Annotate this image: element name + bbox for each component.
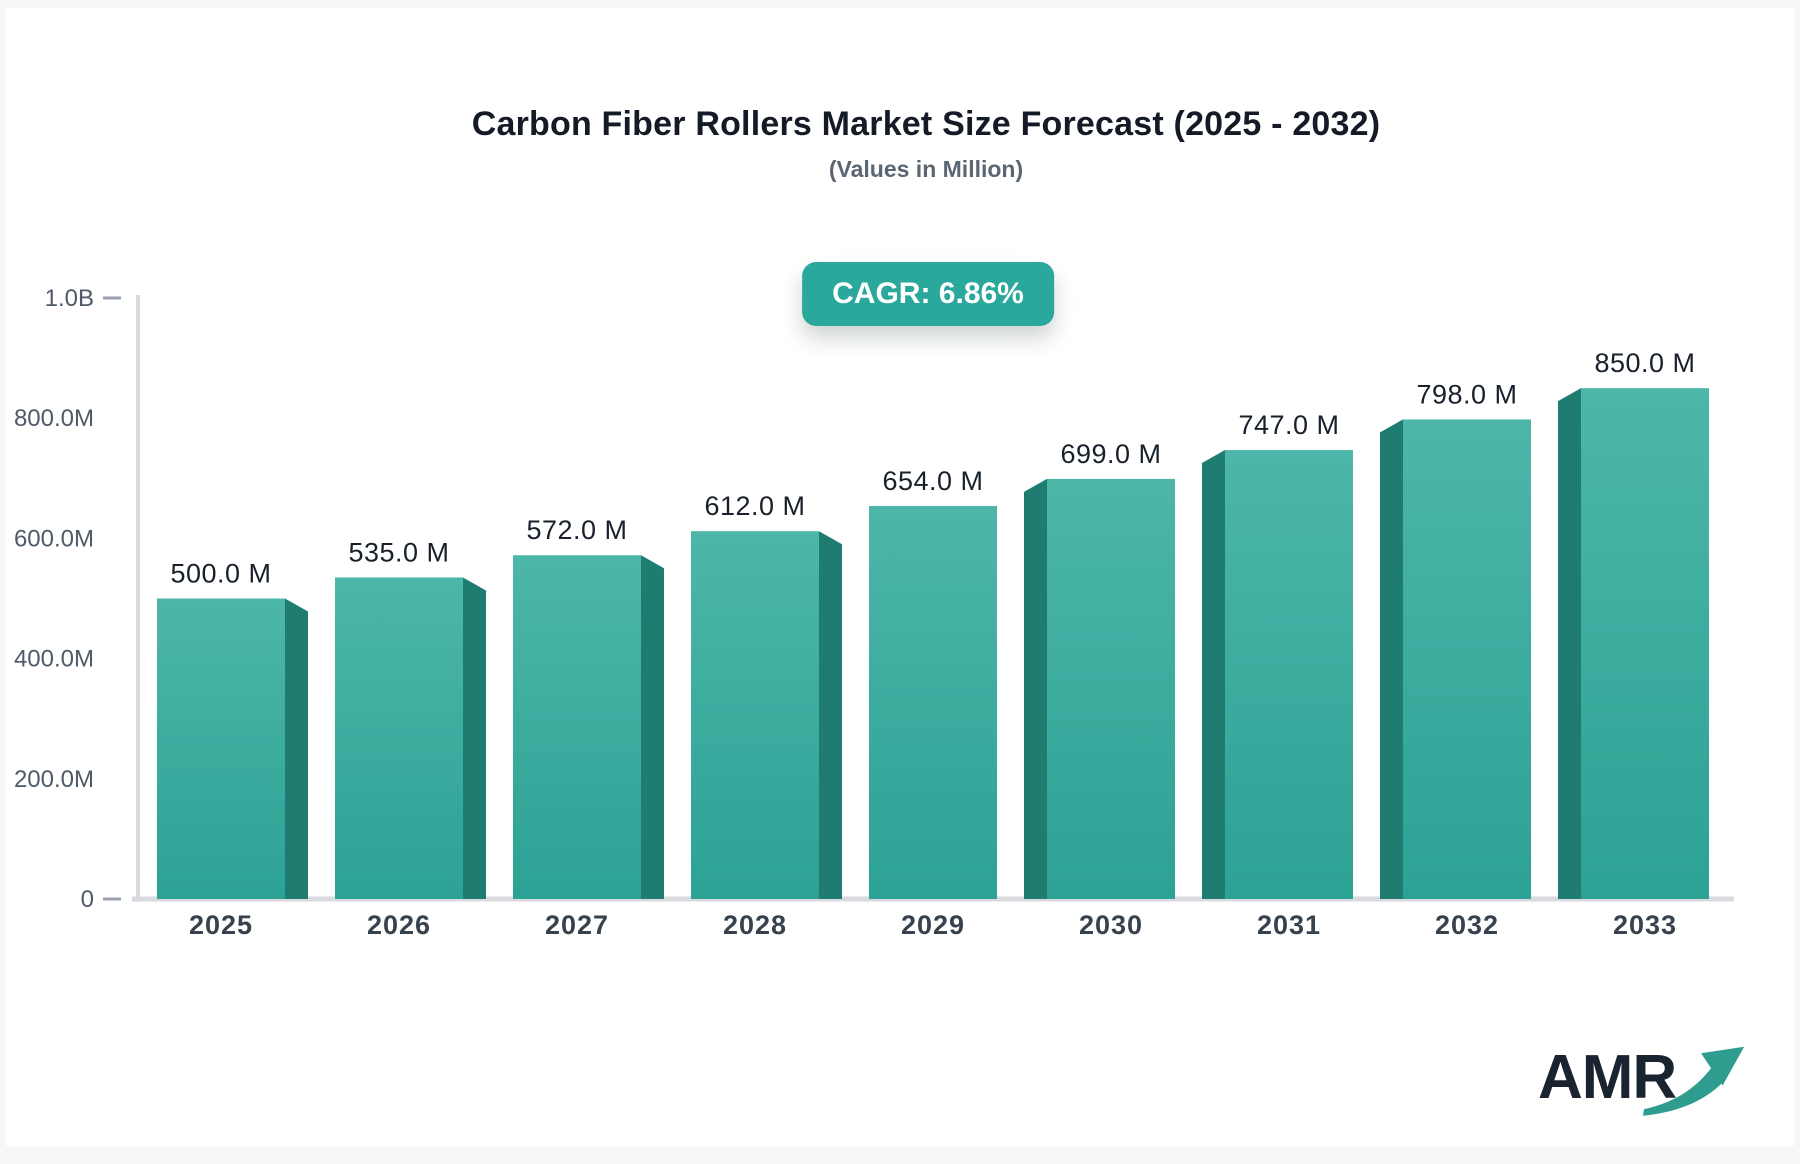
bar-2032: 798.0 M 2032: [1380, 379, 1531, 940]
x-axis-category-label: 2032: [1435, 910, 1499, 940]
x-axis-category-label: 2029: [901, 910, 965, 940]
chart-card: Carbon Fiber Rollers Market Size Forecas…: [6, 8, 1794, 1146]
bar-2033: 850.0 M 2033: [1558, 348, 1709, 940]
bar-value-label: 747.0 M: [1238, 410, 1339, 440]
bar-side-face: [1380, 419, 1403, 899]
x-axis-category-label: 2025: [189, 910, 253, 940]
bar-2027: 572.0 M 2027: [513, 515, 664, 940]
bar-side-face: [285, 598, 308, 899]
bar-2026: 535.0 M 2026: [335, 537, 486, 940]
bar-front-face: [869, 505, 997, 899]
cagr-badge: CAGR: 6.86%: [802, 262, 1054, 326]
bar-side-face: [1024, 478, 1047, 899]
y-axis-tick-label: 200.0M: [14, 766, 94, 793]
bar-side-face: [1202, 450, 1225, 899]
y-axis-tick-label: 400.0M: [14, 646, 94, 673]
bar-side-face: [819, 531, 842, 899]
bar-2031: 747.0 M 2031: [1202, 410, 1353, 940]
bar-value-label: 500.0 M: [170, 559, 271, 589]
bar-value-label: 654.0 M: [882, 466, 983, 496]
bar-value-label: 612.0 M: [704, 491, 805, 521]
bar-side-face: [1558, 388, 1581, 899]
x-axis-category-label: 2026: [367, 910, 431, 940]
bar-side-face: [463, 577, 486, 899]
growth-arrow-swoosh: [1642, 1067, 1726, 1116]
bar-value-label: 798.0 M: [1416, 379, 1517, 409]
bar-chart: 0 200.0M 400.0M 600.0M 800.0M 1.0B 500.0 M 2025…: [14, 285, 1734, 940]
bar-front-face: [335, 577, 463, 899]
bar-front-face: [691, 531, 819, 899]
amr-logo: AMR: [1538, 1034, 1768, 1124]
bar-front-face: [513, 555, 641, 899]
y-axis-tick-label: 1.0B: [45, 285, 94, 312]
growth-arrow-icon: [1642, 1046, 1745, 1116]
growth-arrow-head: [1701, 1046, 1745, 1086]
x-axis-category-label: 2028: [723, 910, 787, 940]
amr-logo-text: AMR: [1538, 1043, 1677, 1112]
bar-2029: 654.0 M 2029: [869, 466, 997, 940]
bar-front-face: [1047, 478, 1175, 899]
x-axis-category-label: 2033: [1613, 910, 1677, 940]
bar-value-label: 535.0 M: [348, 537, 449, 567]
bar-2025: 500.0 M 2025: [157, 559, 308, 940]
bar-front-face: [1225, 450, 1353, 899]
bar-value-label: 850.0 M: [1594, 348, 1695, 378]
x-axis-category-label: 2031: [1257, 910, 1321, 940]
bar-value-label: 699.0 M: [1060, 439, 1161, 469]
bar-2028: 612.0 M 2028: [691, 491, 842, 940]
bar-front-face: [157, 598, 285, 899]
chart-title: Carbon Fiber Rollers Market Size Forecas…: [471, 105, 1381, 143]
chart-subtitle: (Values in Million): [828, 156, 1024, 182]
bar-value-label: 572.0 M: [526, 515, 627, 545]
y-axis-tick-label: 800.0M: [14, 405, 94, 432]
bar-front-face: [1403, 419, 1531, 899]
bar-2030: 699.0 M 2030: [1024, 439, 1175, 940]
bar-front-face: [1581, 388, 1709, 899]
y-axis-tick-label: 0: [81, 886, 94, 913]
x-axis-category-label: 2027: [545, 910, 609, 940]
x-axis-category-label: 2030: [1079, 910, 1143, 940]
bar-side-face: [641, 555, 664, 899]
y-axis-tick-label: 600.0M: [14, 525, 94, 552]
